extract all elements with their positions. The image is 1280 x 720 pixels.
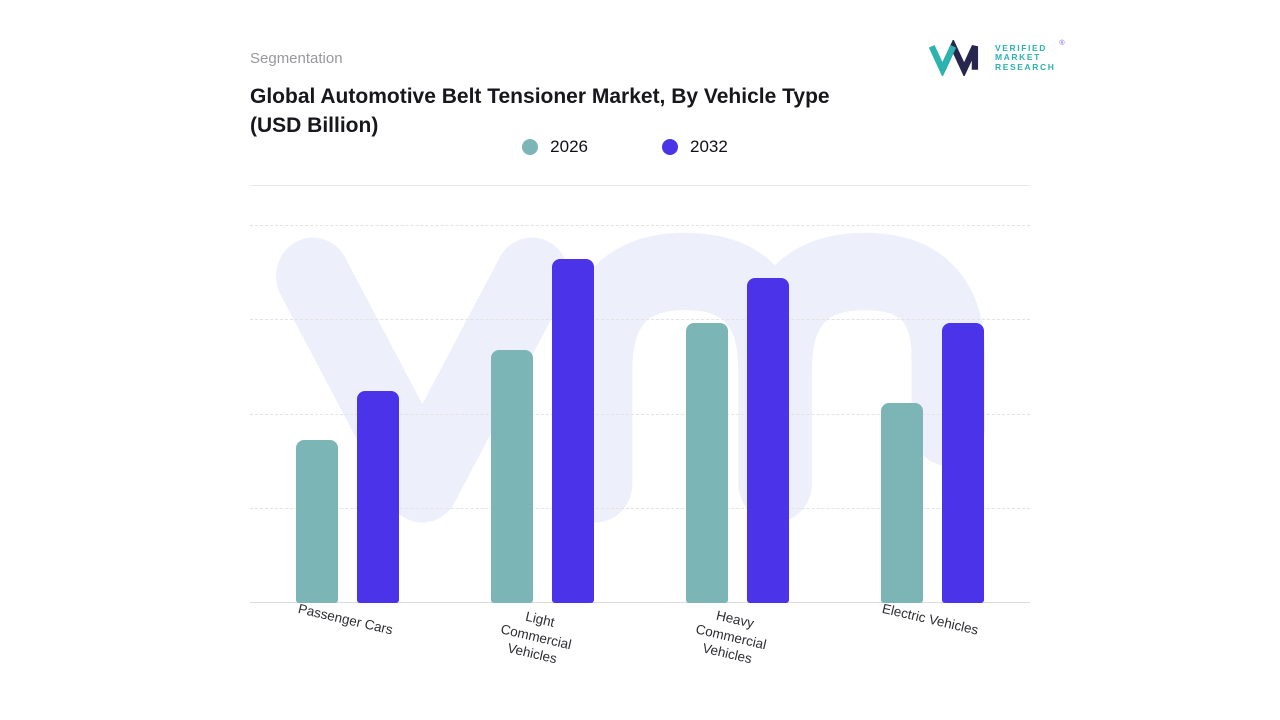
gridline <box>250 508 1030 509</box>
chart-title: Global Automotive Belt Tensioner Market,… <box>250 82 930 140</box>
x-axis: Passenger Cars Light Commercial Vehicles H… <box>250 600 1030 667</box>
gridline <box>250 414 1030 415</box>
bar-2026 <box>686 323 728 603</box>
x-axis-label: Heavy Commercial Vehicles <box>694 607 769 667</box>
section-eyebrow: Segmentation <box>250 50 343 67</box>
legend-item-2032: 2032 <box>662 137 728 157</box>
chart-title-line2: (USD Billion) <box>250 114 379 137</box>
bar-group <box>881 225 984 603</box>
legend-swatch-2032-icon <box>662 139 678 155</box>
x-axis-baseline <box>250 602 1030 603</box>
legend-label-2032: 2032 <box>690 137 728 156</box>
registered-trademark: ® <box>1059 39 1065 47</box>
bar-group <box>686 225 789 603</box>
legend-swatch-2026-icon <box>522 139 539 155</box>
wordmark-line-3: RESEARCH <box>995 61 1056 72</box>
vmr-monogram-icon <box>926 40 986 76</box>
plot-area <box>250 225 1030 603</box>
bar-2032 <box>552 259 594 603</box>
header-divider <box>250 185 1030 186</box>
gridline <box>250 225 1030 226</box>
legend-item-2026: 2026 <box>522 137 588 157</box>
vmr-logo: ® VERIFIED MARKET RESEARCH <box>926 40 1065 76</box>
bar-groups <box>250 225 1030 603</box>
gridline <box>250 319 1030 320</box>
bar-2032 <box>357 391 399 603</box>
bar-2032 <box>942 323 984 603</box>
legend: 2026 2032 <box>250 137 1030 157</box>
bar-2026 <box>881 402 923 603</box>
x-axis-label: Electric Vehicles <box>881 600 981 638</box>
legend-label-2026: 2026 <box>550 137 588 156</box>
chart-title-line1: Global Automotive Belt Tensioner Market,… <box>250 85 830 108</box>
bar-group <box>296 225 399 603</box>
wordmark-line-2: MARKET <box>995 52 1041 63</box>
bar-2032 <box>747 277 789 603</box>
x-axis-label: Light Commercial Vehicles <box>499 608 574 667</box>
vmr-wordmark: ® VERIFIED MARKET RESEARCH <box>995 40 1065 73</box>
bar-2026 <box>491 349 533 603</box>
x-axis-label: Passenger Cars <box>296 601 395 638</box>
bar-2026 <box>296 440 338 603</box>
bar-group <box>491 225 594 603</box>
wordmark-line-1: VERIFIED <box>995 42 1048 53</box>
